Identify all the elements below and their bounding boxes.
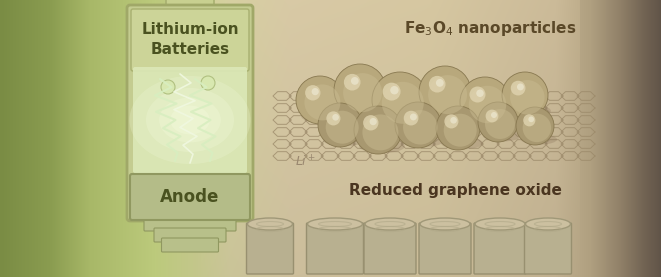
FancyBboxPatch shape: [247, 223, 293, 274]
FancyBboxPatch shape: [166, 0, 214, 10]
Circle shape: [404, 111, 418, 125]
Circle shape: [436, 106, 480, 150]
Ellipse shape: [424, 102, 474, 117]
Circle shape: [486, 110, 498, 122]
Ellipse shape: [130, 76, 251, 164]
Circle shape: [363, 115, 379, 130]
Circle shape: [469, 86, 485, 102]
Ellipse shape: [359, 140, 405, 153]
Ellipse shape: [339, 101, 389, 115]
Circle shape: [476, 89, 484, 97]
Circle shape: [460, 77, 510, 127]
FancyBboxPatch shape: [161, 238, 219, 252]
FancyBboxPatch shape: [144, 217, 236, 231]
Circle shape: [318, 103, 362, 147]
Circle shape: [296, 76, 344, 124]
Ellipse shape: [521, 134, 557, 145]
Ellipse shape: [377, 111, 430, 127]
FancyBboxPatch shape: [307, 223, 364, 274]
Circle shape: [502, 72, 548, 118]
Circle shape: [403, 110, 438, 145]
FancyBboxPatch shape: [133, 67, 247, 173]
FancyBboxPatch shape: [154, 228, 226, 242]
Circle shape: [332, 114, 339, 120]
Ellipse shape: [525, 218, 570, 230]
Ellipse shape: [420, 218, 470, 230]
Circle shape: [511, 81, 525, 96]
Circle shape: [311, 88, 319, 95]
Ellipse shape: [483, 130, 521, 142]
Circle shape: [372, 72, 428, 128]
Text: Reduced graphene oxide: Reduced graphene oxide: [348, 183, 561, 198]
Circle shape: [383, 83, 401, 101]
Ellipse shape: [247, 218, 293, 230]
Circle shape: [436, 79, 444, 87]
Circle shape: [326, 111, 359, 144]
FancyBboxPatch shape: [131, 9, 249, 71]
Ellipse shape: [400, 134, 444, 147]
Circle shape: [528, 117, 534, 122]
Text: Fe$_3$O$_4$ nanoparticles: Fe$_3$O$_4$ nanoparticles: [404, 19, 576, 37]
Circle shape: [354, 106, 402, 154]
Ellipse shape: [465, 112, 513, 126]
Ellipse shape: [146, 88, 234, 152]
Circle shape: [523, 114, 551, 142]
Circle shape: [428, 75, 467, 114]
Ellipse shape: [323, 134, 365, 146]
Circle shape: [351, 77, 359, 85]
Text: Anode: Anode: [161, 188, 219, 206]
Circle shape: [344, 74, 360, 91]
Circle shape: [410, 114, 417, 120]
FancyBboxPatch shape: [474, 223, 526, 274]
Ellipse shape: [307, 218, 362, 230]
Ellipse shape: [507, 104, 551, 117]
Circle shape: [369, 118, 377, 125]
Ellipse shape: [159, 98, 221, 142]
FancyBboxPatch shape: [127, 5, 253, 221]
Circle shape: [444, 114, 459, 129]
FancyBboxPatch shape: [524, 223, 572, 274]
Text: Li$^+$: Li$^+$: [295, 154, 315, 170]
FancyBboxPatch shape: [364, 223, 416, 274]
Circle shape: [327, 111, 340, 125]
Ellipse shape: [475, 218, 525, 230]
Circle shape: [305, 84, 340, 120]
Ellipse shape: [365, 218, 415, 230]
Text: Batteries: Batteries: [151, 42, 229, 58]
Circle shape: [485, 109, 515, 139]
Circle shape: [305, 85, 321, 101]
Circle shape: [201, 76, 215, 90]
Circle shape: [524, 114, 535, 126]
Circle shape: [362, 114, 399, 150]
Circle shape: [516, 107, 554, 145]
Circle shape: [469, 86, 506, 123]
Circle shape: [429, 76, 446, 93]
Circle shape: [478, 102, 518, 142]
Ellipse shape: [170, 106, 210, 134]
Circle shape: [390, 86, 399, 94]
Text: Lithium-ion: Lithium-ion: [141, 22, 239, 37]
Ellipse shape: [441, 137, 483, 149]
Circle shape: [444, 114, 477, 147]
FancyBboxPatch shape: [130, 174, 250, 220]
Ellipse shape: [301, 110, 347, 123]
Circle shape: [419, 66, 471, 118]
Circle shape: [395, 102, 441, 148]
Circle shape: [491, 112, 497, 118]
Circle shape: [382, 82, 424, 124]
Circle shape: [343, 73, 382, 112]
Circle shape: [334, 64, 386, 116]
Circle shape: [510, 80, 545, 115]
Circle shape: [161, 80, 175, 94]
Circle shape: [450, 117, 457, 124]
FancyBboxPatch shape: [419, 223, 471, 274]
Circle shape: [517, 83, 524, 90]
